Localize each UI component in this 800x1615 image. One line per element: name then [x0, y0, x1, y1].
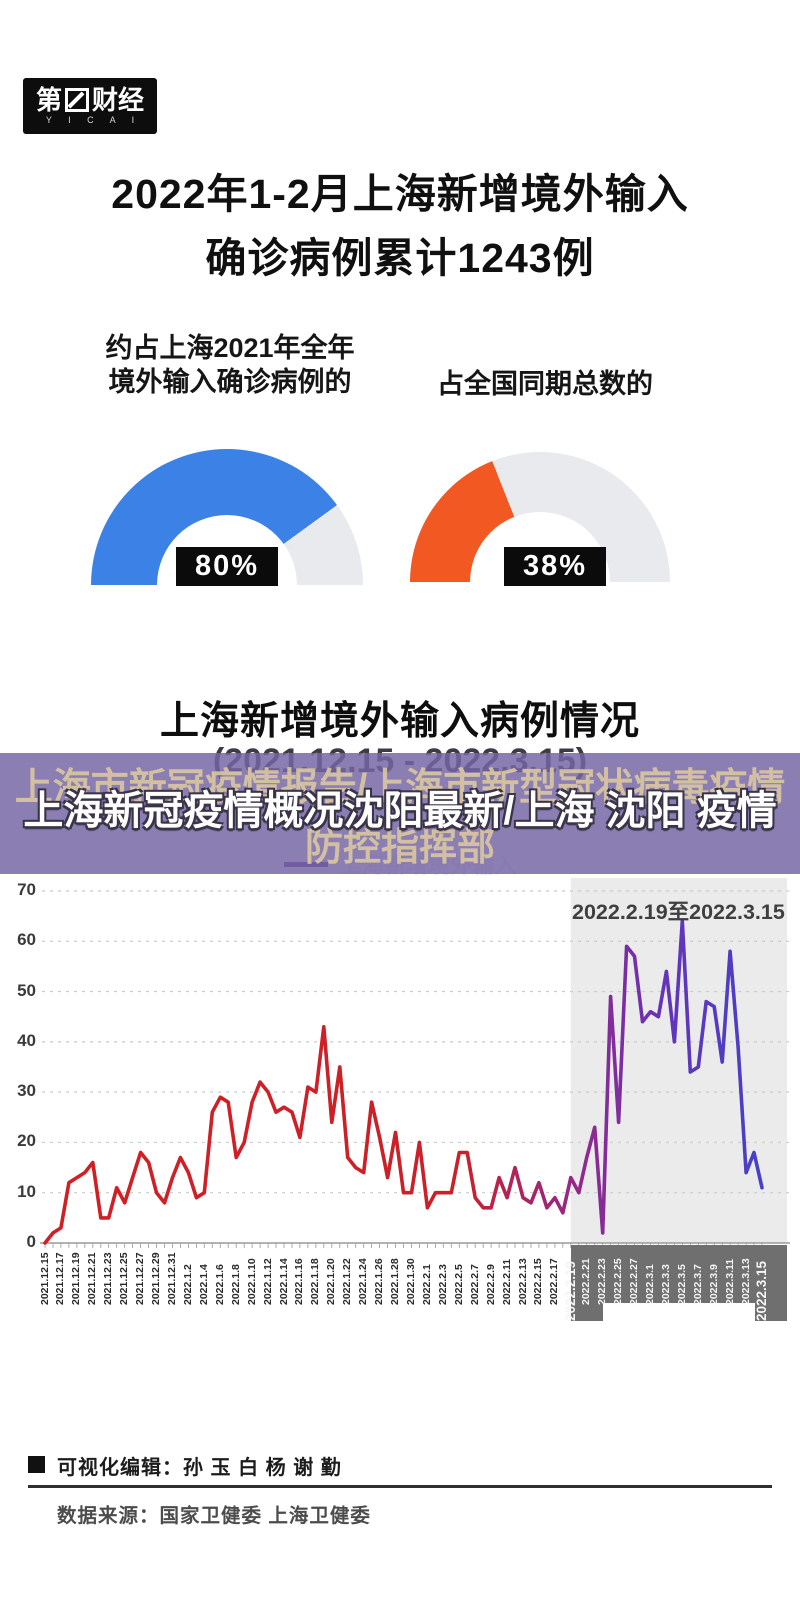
x-axis-label: 2022.1.18	[309, 1258, 322, 1305]
x-axis-label: 2022.1.10	[245, 1258, 258, 1305]
x-axis-label: 2021.12.25	[118, 1252, 131, 1305]
gauge-right-value-badge: 38%	[504, 547, 606, 586]
y-axis-label: 10	[17, 1181, 36, 1201]
watermark-line1: 上海市新冠疫情报告/上海市新型冠状病毒疫情	[14, 767, 786, 809]
x-axis-label: 2022.2.17	[548, 1258, 561, 1305]
logo-left-char: 第	[35, 85, 62, 115]
highlight-xlabel-band-tab	[570, 1301, 603, 1321]
y-axis-label: 60	[17, 930, 36, 950]
highlight-range-annotation: 2022.2.19至2022.3.15	[572, 900, 785, 924]
y-axis-label: 0	[26, 1232, 36, 1251]
x-axis-label: 2022.2.3	[436, 1264, 449, 1305]
x-axis-label: 2022.2.9	[484, 1264, 497, 1305]
x-axis-label: 2022.2.1	[420, 1264, 433, 1305]
x-axis-label: 2022.1.2	[181, 1264, 194, 1305]
highlight-xlabel-band	[570, 1245, 787, 1303]
x-axis-label: 2022.1.6	[213, 1264, 226, 1305]
logo-right-chars: 财经	[92, 85, 145, 115]
gauge-left-label: 约占上海2021年全年 境外输入确诊病例的	[55, 331, 405, 399]
watermark-line2: 防控指挥部	[304, 827, 495, 869]
x-axis-label: 2022.1.22	[341, 1258, 354, 1305]
x-axis-label: 2022.3.1	[643, 1264, 656, 1305]
footer-divider	[28, 1485, 772, 1488]
footer-editors: 可视化编辑：孙 玉 白 杨 谢 勤	[57, 1457, 342, 1479]
y-axis-label: 70	[17, 879, 36, 899]
x-axis-label: 2022.3.9	[707, 1264, 720, 1305]
yicai-logo-text: 第 财经	[36, 87, 144, 113]
footer-bullet-square	[28, 1456, 45, 1473]
x-axis-label: 2022.2.15	[532, 1258, 545, 1305]
x-axis-label: 2021.12.29	[150, 1252, 163, 1305]
main-title-line2: 确诊病例累计1243例	[205, 235, 595, 281]
x-axis-label: 2022.3.5	[675, 1264, 688, 1305]
imported-cases-line-chart: 2022.2.19至2022.3.15 0 10 20 30 40 50 60 70 2021.…	[0, 868, 800, 1348]
x-axis-label: 2021.12.21	[86, 1252, 99, 1305]
x-axis-label: 2022.2.23	[596, 1258, 609, 1305]
y-axis-label: 20	[17, 1131, 36, 1151]
chart-section-title: 上海新增境外输入病例情况	[159, 700, 640, 743]
x-axis-label: 2021.12.27	[134, 1252, 147, 1305]
line-chart-svg	[40, 878, 790, 1248]
gauge-left-value-badge: 80%	[176, 547, 278, 586]
x-axis-label: 2022.3.3	[659, 1264, 672, 1305]
x-axis-label: 2022.3.15	[754, 1260, 769, 1321]
x-axis-label: 2021.12.23	[102, 1252, 115, 1305]
x-axis-label: 2022.1.30	[404, 1258, 417, 1305]
x-axis-label: 2022.3.7	[691, 1264, 704, 1305]
x-axis-label: 2022.2.7	[468, 1264, 481, 1305]
x-axis-label: 2022.2.27	[628, 1258, 641, 1305]
x-axis-label: 2022.1.26	[373, 1258, 386, 1305]
cases-line	[43, 919, 764, 1245]
yicai-logo: 第 财经 Y I C A I	[23, 78, 157, 134]
x-axis-label: 2022.2.11	[500, 1258, 513, 1305]
overlay-headline: 上海新冠疫情概况沈阳最新/上海 沈阳 疫情	[23, 789, 777, 833]
y-axis-label: 50	[17, 980, 36, 1000]
logo-square-icon	[65, 88, 89, 112]
gauge-left-label-line2: 境外输入确诊病例的	[108, 367, 352, 397]
x-axis-label: 2022.1.20	[325, 1258, 338, 1305]
x-axis-label: 2021.12.19	[70, 1252, 83, 1305]
footer-data-source: 数据来源：国家卫健委 上海卫健委	[57, 1505, 371, 1527]
x-axis-label: 2022.2.19	[562, 1260, 578, 1321]
x-axis-label: 2021.12.17	[54, 1252, 67, 1305]
highlight-xlabel-band-tab	[755, 1301, 787, 1321]
x-axis-label: 2022.1.8	[229, 1264, 242, 1305]
x-axis-label: 2022.1.16	[293, 1258, 306, 1305]
x-axis-label: 2022.1.24	[357, 1258, 370, 1305]
main-title-line1: 2022年1-2月上海新增境外输入	[111, 171, 689, 217]
gauge-left-label-line1: 约占上海2021年全年	[105, 333, 355, 363]
x-axis-label: 2021.12.15	[38, 1252, 51, 1305]
gauge-right-label: 占全国同期总数的	[437, 369, 653, 399]
x-axis-label: 2022.2.21	[580, 1258, 593, 1305]
y-axis-label: 40	[17, 1030, 36, 1050]
x-axis-label: 2022.3.13	[739, 1258, 752, 1305]
x-axis-label: 2022.3.11	[723, 1258, 736, 1305]
x-axis-label: 2022.1.28	[389, 1258, 402, 1305]
x-axis-label: 2022.2.5	[452, 1264, 465, 1305]
overlay-banner: 上海市新冠疫情报告/上海市新型冠状病毒疫情 上海新冠疫情概况沈阳最新/上海 沈阳…	[0, 753, 800, 874]
logo-subtitle: Y I C A I	[45, 115, 142, 125]
x-axis-label: 2022.2.13	[516, 1258, 529, 1305]
y-axis-label: 30	[17, 1081, 36, 1101]
x-axis-label: 2022.1.4	[197, 1264, 210, 1305]
x-axis-label: 2022.1.12	[261, 1258, 274, 1305]
x-axis-label: 2022.2.25	[612, 1258, 625, 1305]
x-axis-label: 2021.12.31	[165, 1252, 178, 1305]
x-axis-label: 2022.1.14	[277, 1258, 290, 1305]
